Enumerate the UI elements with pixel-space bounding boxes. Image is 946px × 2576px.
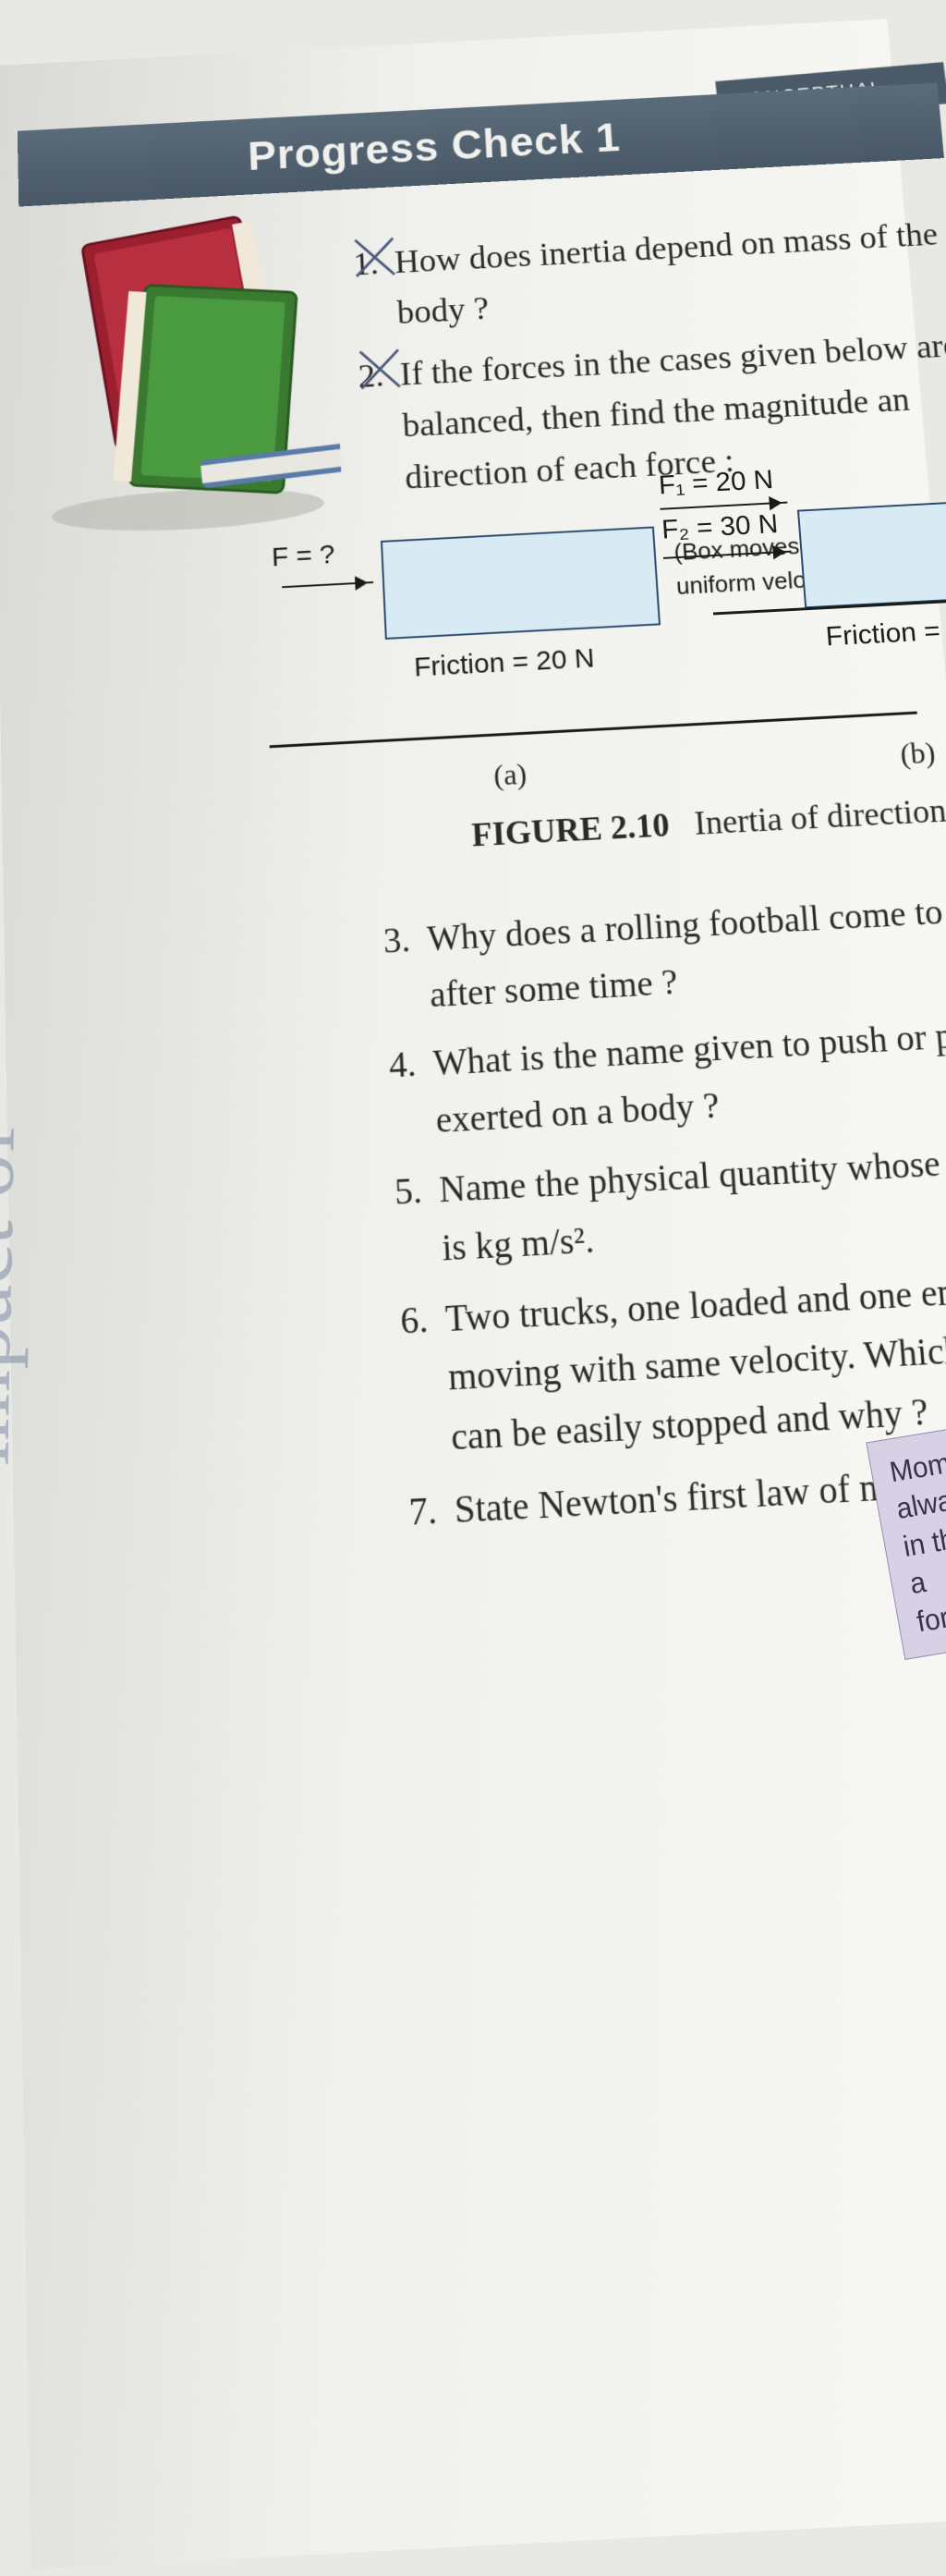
books-illustration xyxy=(28,199,344,544)
q-line1: Two trucks, one loaded and one empty, ar… xyxy=(444,1264,946,1398)
question-2: 2. If the forces in the cases given belo… xyxy=(336,319,946,507)
f1-label: F₁ = 20 N xyxy=(658,460,775,507)
q-text: Two trucks, one loaded and one empty, ar… xyxy=(444,1257,946,1469)
caption-text: Inertia of direction. xyxy=(693,791,946,842)
f2-label: F₂ = 30 N xyxy=(661,505,780,552)
box-b xyxy=(797,499,946,609)
question-list: 1. How does inertia depend on mass of th… xyxy=(331,207,946,1557)
caption-bold: FIGURE 2.10 xyxy=(471,806,671,854)
handwriting-2: force xyxy=(0,1762,21,1986)
q-num: 1. xyxy=(331,238,398,342)
q-text: Why does a rolling football come to rest… xyxy=(426,880,946,1024)
figure-caption: FIGURE 2.10 Inertia of direction. xyxy=(394,781,946,866)
note-l1: Momentum always xyxy=(887,1435,946,1525)
note-l3: force. xyxy=(914,1594,946,1638)
figure-a: F = ? (Box moves with uniform velocity) … xyxy=(345,530,620,742)
q-text: What is the name given to push or pull e… xyxy=(431,1003,946,1150)
force-f-label: F = ? xyxy=(271,534,335,580)
sub-b: (b) xyxy=(899,730,938,778)
q-num: 2. xyxy=(336,349,406,507)
figure-b: F₁ = 20 N F₂ = 30 N F₃ = ? Friction = 20… xyxy=(716,508,946,723)
q-num: 7. xyxy=(384,1481,455,1545)
progress-check-header: Progress Check 1 xyxy=(18,83,944,207)
handwriting-1: impact of xyxy=(0,1124,34,1467)
q-text: How does inertia depend on mass of the b… xyxy=(394,207,946,338)
books-icon xyxy=(28,199,344,544)
q-num: 3. xyxy=(360,912,431,1028)
friction-b-label: Friction = 20 N xyxy=(824,607,946,659)
q-num: 5. xyxy=(371,1162,443,1282)
question-1: 1. How does inertia depend on mass of th… xyxy=(331,207,946,342)
figure-2-10: F = ? (Box moves with uniform velocity) … xyxy=(345,508,946,742)
question-3: 3. Why does a rolling football come to r… xyxy=(360,880,946,1028)
question-4: 4. What is the name given to push or pul… xyxy=(366,1003,946,1153)
q-num: 6. xyxy=(377,1289,453,1471)
question-5: 5. Name the physical quantity whose S-I … xyxy=(371,1129,946,1281)
textbook-page: CONCEPTUAL LEAR Progress Check 1 1 xyxy=(0,18,946,2569)
q-text: Name the physical quantity whose S-I uni… xyxy=(438,1129,946,1277)
box-a xyxy=(381,527,661,640)
question-6: 6. Two trucks, one loaded and one empty,… xyxy=(377,1257,946,1472)
friction-label: Friction = 20 N xyxy=(413,638,596,690)
q-line2: can be easily stopped and why ? xyxy=(450,1391,929,1459)
q-num: 4. xyxy=(366,1035,438,1153)
arrow-f xyxy=(282,582,373,589)
q-line1: If the forces in the cases given below a… xyxy=(399,327,946,445)
sub-a: (a) xyxy=(492,751,528,799)
